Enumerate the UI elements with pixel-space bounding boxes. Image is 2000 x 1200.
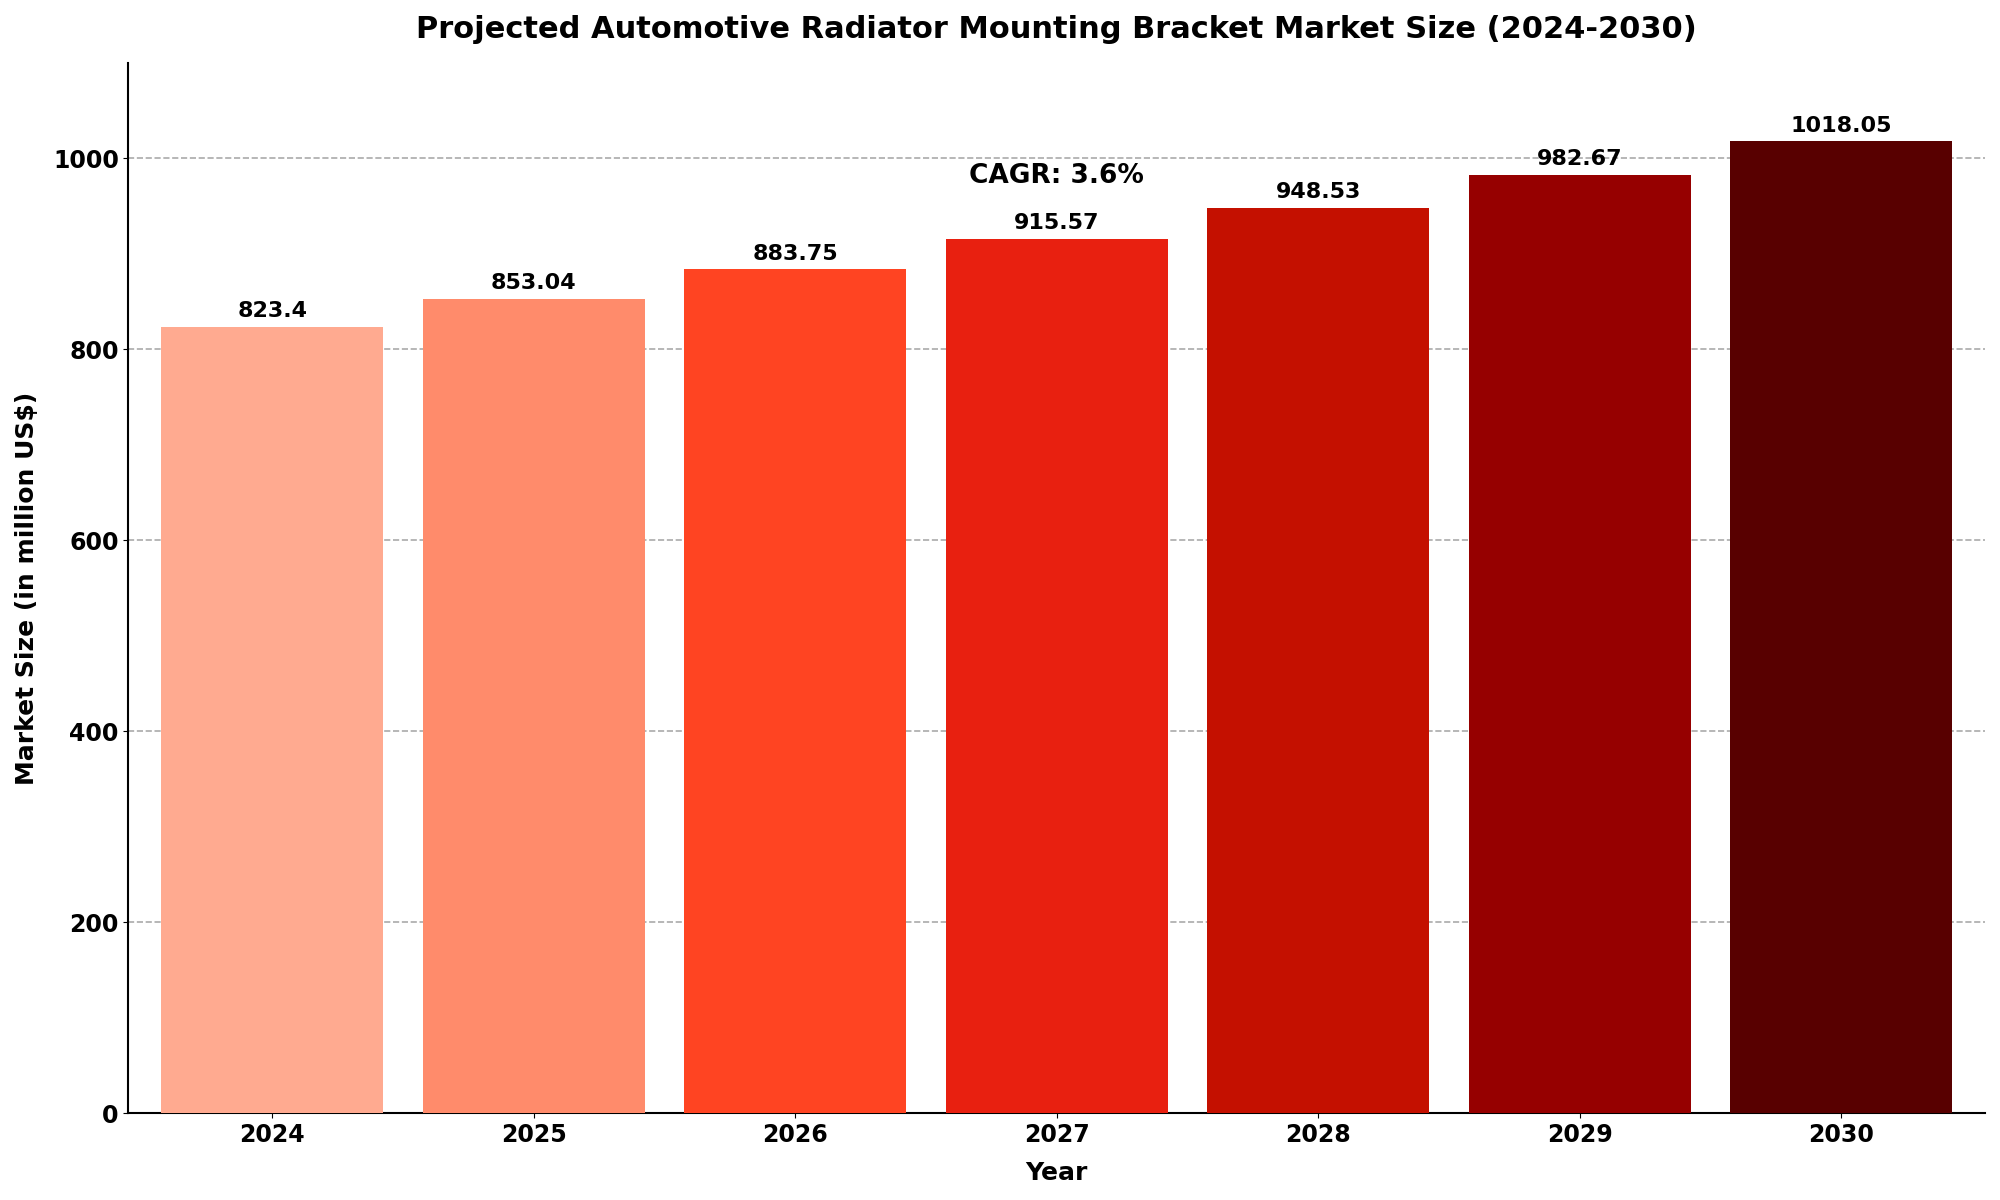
- X-axis label: Year: Year: [1026, 1162, 1088, 1186]
- Text: CAGR: 3.6%: CAGR: 3.6%: [970, 163, 1144, 190]
- Text: 915.57: 915.57: [1014, 214, 1100, 233]
- Text: 823.4: 823.4: [238, 301, 308, 322]
- Text: 853.04: 853.04: [490, 274, 576, 293]
- Bar: [162, 328, 384, 1114]
- Text: 982.67: 982.67: [1536, 149, 1622, 169]
- Bar: [1468, 175, 1690, 1114]
- Y-axis label: Market Size (in million US$): Market Size (in million US$): [16, 391, 40, 785]
- Bar: [684, 270, 906, 1114]
- Text: 948.53: 948.53: [1276, 182, 1360, 202]
- Bar: [1730, 142, 1952, 1114]
- Title: Projected Automotive Radiator Mounting Bracket Market Size (2024-2030): Projected Automotive Radiator Mounting B…: [416, 14, 1698, 44]
- Text: 883.75: 883.75: [752, 244, 838, 264]
- Bar: [1208, 208, 1430, 1114]
- Bar: [946, 239, 1168, 1114]
- Bar: [422, 299, 644, 1114]
- Text: 1018.05: 1018.05: [1790, 115, 1892, 136]
